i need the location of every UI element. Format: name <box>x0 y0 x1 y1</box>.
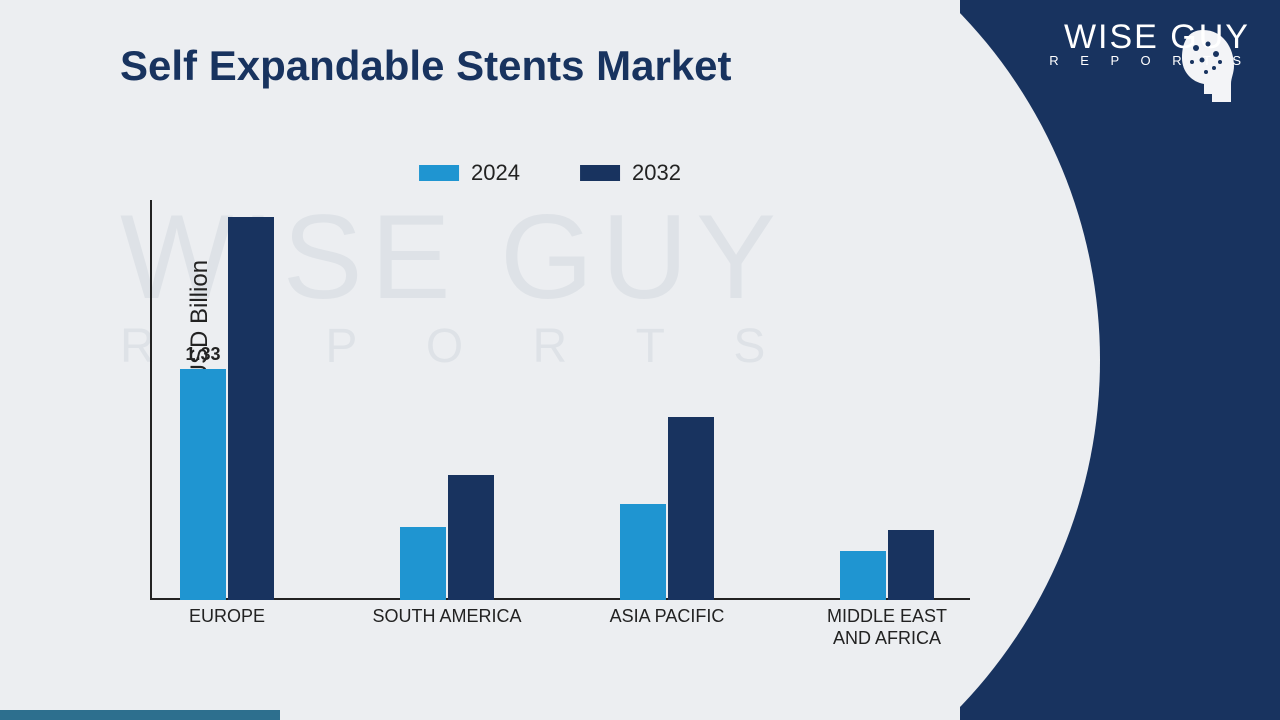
bar-value-label: 1.33 <box>173 344 233 365</box>
x-category-label: EUROPE <box>147 606 307 628</box>
bar <box>400 527 446 600</box>
bar <box>620 504 666 600</box>
bottom-accent-bar <box>0 710 280 720</box>
legend-item-2032: 2032 <box>580 160 681 186</box>
bar-group: 1.33EUROPE <box>180 200 330 600</box>
plot-region: 1.33EUROPESOUTH AMERICAASIA PACIFICMIDDL… <box>150 200 970 600</box>
legend: 2024 2032 <box>419 160 681 186</box>
x-category-label: ASIA PACIFIC <box>587 606 747 628</box>
bar <box>888 530 934 600</box>
legend-swatch-2024 <box>419 165 459 181</box>
bar-group: MIDDLE EAST AND AFRICA <box>840 200 990 600</box>
legend-label-2024: 2024 <box>471 160 520 186</box>
bar <box>448 475 494 600</box>
bar <box>668 417 714 600</box>
bar <box>228 217 274 600</box>
x-category-label: MIDDLE EAST AND AFRICA <box>807 606 967 649</box>
legend-label-2032: 2032 <box>632 160 681 186</box>
canvas: WISE GUY R E P O R T S Self Expandable S… <box>0 0 1280 720</box>
y-axis-line <box>150 200 152 600</box>
legend-item-2024: 2024 <box>419 160 520 186</box>
chart-area: Market Size in USD Billion 2024 2032 1.3… <box>110 170 990 630</box>
x-category-label: SOUTH AMERICA <box>367 606 527 628</box>
brand-head-icon <box>1168 28 1238 108</box>
bar-group: SOUTH AMERICA <box>400 200 550 600</box>
bar <box>840 551 886 600</box>
bar-group: ASIA PACIFIC <box>620 200 770 600</box>
legend-swatch-2032 <box>580 165 620 181</box>
chart-title: Self Expandable Stents Market <box>120 42 732 90</box>
bar <box>180 369 226 600</box>
brand-logo: WISE GUY R E P O R T S <box>1049 18 1250 68</box>
